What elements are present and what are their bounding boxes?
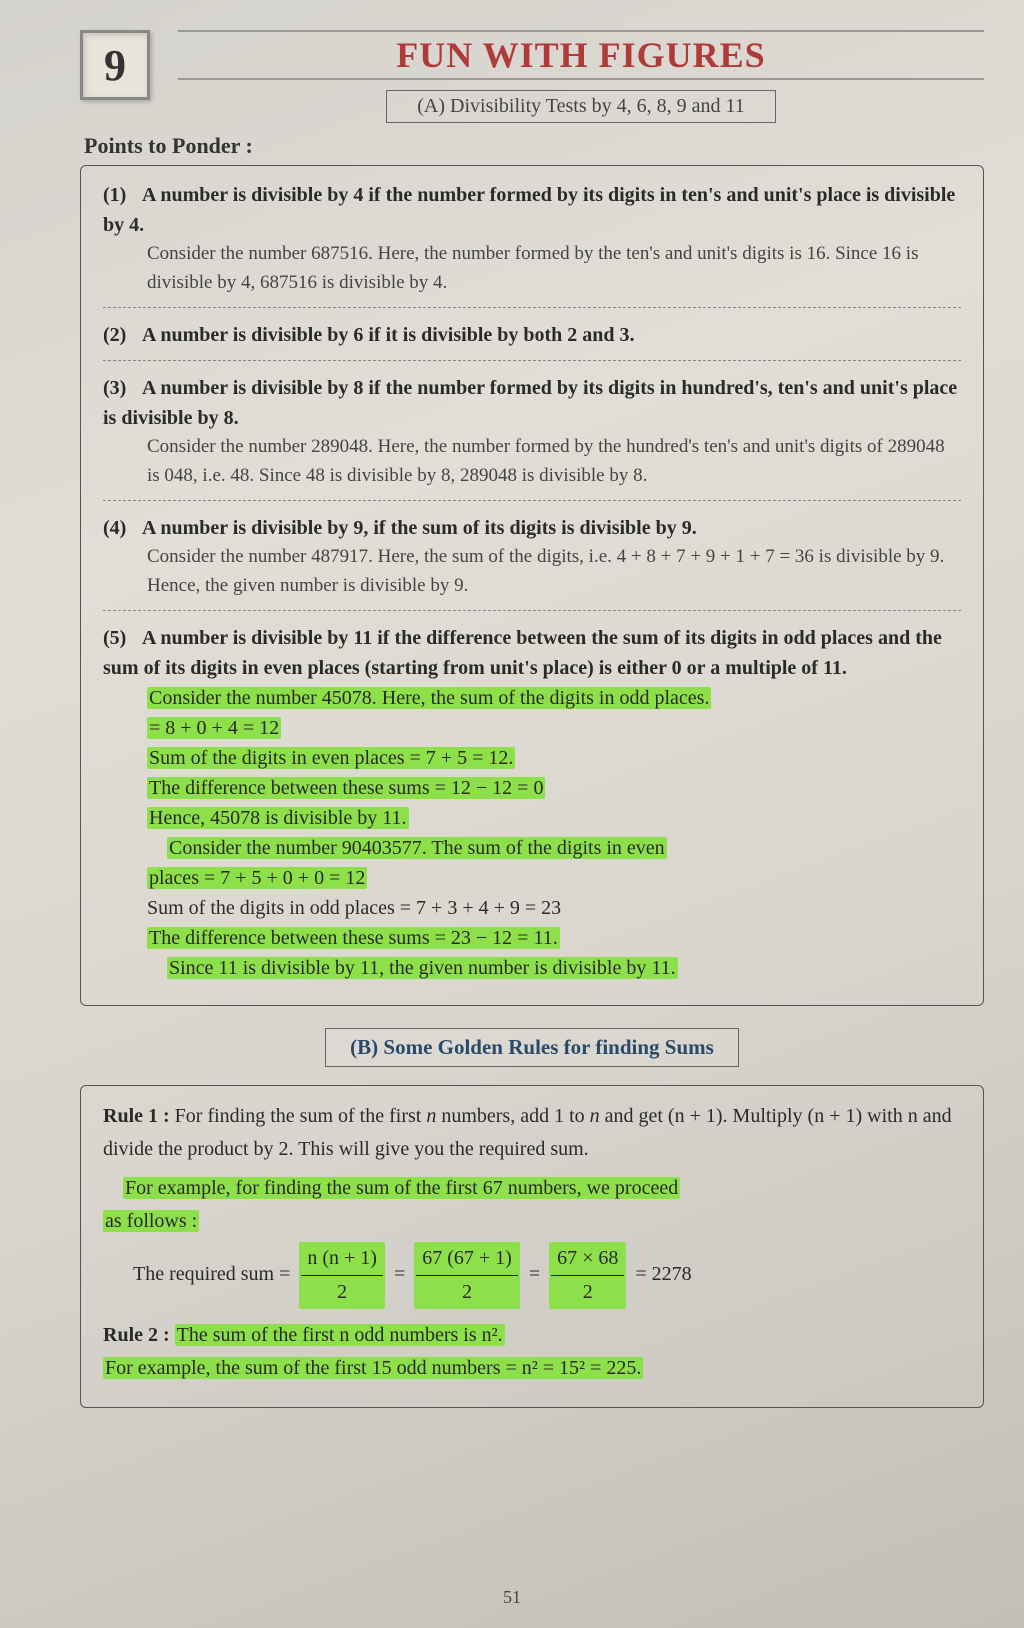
title-block: FUN WITH FIGURES (A) Divisibility Tests …	[178, 30, 984, 123]
rule-number: (3)	[103, 373, 137, 403]
rule-number: (5)	[103, 623, 137, 653]
rule5-line: The difference between these sums = 23 −…	[147, 923, 961, 953]
rule5-line: Consider the number 45078. Here, the sum…	[147, 683, 961, 713]
rule5-line: Since 11 is divisible by 11, the given n…	[147, 953, 961, 983]
points-to-ponder-label: Points to Ponder :	[84, 133, 984, 159]
rule-lead: Rule 1 :	[103, 1105, 170, 1127]
golden-rule-1-follows: as follows :	[103, 1205, 961, 1238]
divisibility-rules-box: (1) A number is divisible by 4 if the nu…	[80, 165, 984, 1006]
rule-text: For finding the sum of the first	[170, 1105, 427, 1127]
highlighted-text: as follows :	[103, 1210, 199, 1232]
rule-heading: A number is divisible by 9, if the sum o…	[142, 517, 697, 539]
highlighted-text: For example, for finding the sum of the …	[123, 1177, 680, 1199]
golden-rules-box: Rule 1 : For finding the sum of the firs…	[80, 1085, 984, 1408]
highlighted-text: The difference between these sums = 23 −…	[147, 927, 560, 949]
frac-num: n (n + 1)	[301, 1242, 383, 1276]
section-a-heading: (A) Divisibility Tests by 4, 6, 8, 9 and…	[386, 90, 775, 123]
highlighted-text: Hence, 45078 is divisible by 11.	[147, 807, 409, 829]
rule-text: numbers, add 1 to	[436, 1105, 589, 1127]
rule-1: (1) A number is divisible by 4 if the nu…	[103, 180, 961, 308]
rule5-line: Hence, 45078 is divisible by 11.	[147, 803, 961, 833]
section-b-heading: (B) Some Golden Rules for finding Sums	[325, 1028, 739, 1067]
rule-lead: Rule 2 :	[103, 1324, 170, 1346]
rule-4: (4) A number is divisible by 9, if the s…	[103, 513, 961, 611]
rule-heading: A number is divisible by 4 if the number…	[103, 184, 955, 236]
rule-3: (3) A number is divisible by 8 if the nu…	[103, 373, 961, 501]
rule-number: (1)	[103, 180, 137, 210]
highlighted-text: Consider the number 90403577. The sum of…	[167, 837, 667, 859]
frac-den: 2	[551, 1276, 624, 1309]
rule5-line: Sum of the digits in odd places = 7 + 3 …	[147, 893, 961, 923]
var-n: n	[426, 1105, 436, 1127]
page-header: 9 FUN WITH FIGURES (A) Divisibility Test…	[80, 30, 984, 123]
rule5-line: Sum of the digits in even places = 7 + 5…	[147, 743, 961, 773]
frac-num: 67 (67 + 1)	[416, 1242, 518, 1276]
rule5-line: Consider the number 90403577. The sum of…	[147, 833, 961, 863]
rule-explain: Consider the number 289048. Here, the nu…	[147, 433, 961, 490]
chapter-number: 9	[104, 40, 126, 91]
rule-number: (4)	[103, 513, 137, 543]
fraction: 67 (67 + 1) 2	[414, 1242, 520, 1309]
formula-answer: = 2278	[635, 1263, 691, 1285]
highlighted-text: places = 7 + 5 + 0 + 0 = 12	[147, 867, 367, 889]
highlighted-text: Since 11 is divisible by 11, the given n…	[167, 957, 678, 979]
rule-explain: Consider the number 687516. Here, the nu…	[147, 240, 961, 297]
golden-rule-2: Rule 2 : The sum of the first n odd numb…	[103, 1319, 961, 1352]
rule-explain: Consider the number 487917. Here, the su…	[147, 543, 961, 600]
textbook-page: 9 FUN WITH FIGURES (A) Divisibility Test…	[0, 0, 1024, 1628]
rule5-line: places = 7 + 5 + 0 + 0 = 12	[147, 863, 961, 893]
var-n: n	[590, 1105, 600, 1127]
highlighted-text: Consider the number 45078. Here, the sum…	[147, 687, 711, 709]
required-sum-label: The required sum =	[133, 1263, 290, 1285]
highlighted-text: Sum of the digits in even places = 7 + 5…	[147, 747, 515, 769]
fraction: n (n + 1) 2	[299, 1242, 385, 1309]
rule-5: (5) A number is divisible by 11 if the d…	[103, 623, 961, 983]
golden-rule-1: Rule 1 : For finding the sum of the firs…	[103, 1100, 961, 1166]
rule5-line: The difference between these sums = 12 −…	[147, 773, 961, 803]
frac-num: 67 × 68	[551, 1242, 624, 1276]
golden-rule-1-example: For example, for finding the sum of the …	[103, 1172, 961, 1205]
chapter-number-box: 9	[80, 30, 150, 100]
golden-rule-1-formula: The required sum = n (n + 1) 2 = 67 (67 …	[133, 1242, 961, 1309]
rule-number: (2)	[103, 320, 137, 350]
highlighted-text: For example, the sum of the first 15 odd…	[103, 1357, 643, 1379]
frac-den: 2	[416, 1276, 518, 1309]
fraction: 67 × 68 2	[549, 1242, 626, 1309]
golden-rule-2-example: For example, the sum of the first 15 odd…	[103, 1352, 961, 1385]
highlighted-text: = 8 + 0 + 4 = 12	[147, 717, 281, 739]
highlighted-text: The difference between these sums = 12 −…	[147, 777, 545, 799]
page-number: 51	[503, 1587, 521, 1608]
rule5-line: = 8 + 0 + 4 = 12	[147, 713, 961, 743]
rule-heading: A number is divisible by 11 if the diffe…	[103, 627, 942, 679]
rule-heading: A number is divisible by 8 if the number…	[103, 377, 957, 429]
frac-den: 2	[301, 1276, 383, 1309]
page-title: FUN WITH FIGURES	[178, 30, 984, 80]
rule-2: (2) A number is divisible by 6 if it is …	[103, 320, 961, 361]
highlighted-text: The sum of the first n odd numbers is n²…	[175, 1324, 505, 1346]
rule-heading: A number is divisible by 6 if it is divi…	[142, 324, 635, 346]
